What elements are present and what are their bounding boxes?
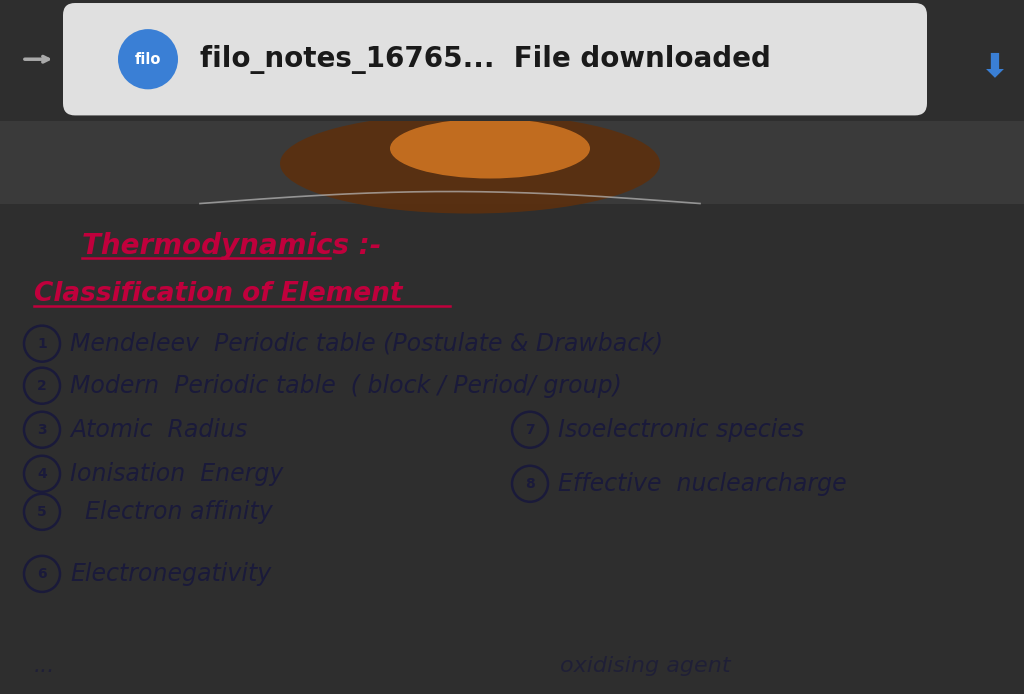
Circle shape xyxy=(118,29,178,90)
Ellipse shape xyxy=(390,119,590,178)
Text: ⬇: ⬇ xyxy=(981,50,1009,83)
Text: 2: 2 xyxy=(37,379,47,393)
Text: Atomic  Radius: Atomic Radius xyxy=(70,418,247,442)
Text: Modern  Periodic table  ( block / Period/ group): Modern Periodic table ( block / Period/ … xyxy=(70,373,622,398)
Text: 6: 6 xyxy=(37,567,47,581)
Text: filo: filo xyxy=(135,52,161,67)
Text: Electronegativity: Electronegativity xyxy=(70,562,271,586)
FancyBboxPatch shape xyxy=(63,3,927,115)
Text: 5: 5 xyxy=(37,505,47,519)
Text: Electron affinity: Electron affinity xyxy=(70,500,272,524)
Text: Ionisation  Energy: Ionisation Energy xyxy=(70,462,284,486)
Text: Classification of Element: Classification of Element xyxy=(34,280,402,307)
Text: Effective  nuclearcharge: Effective nuclearcharge xyxy=(558,472,847,496)
Text: oxidising agent: oxidising agent xyxy=(560,656,731,676)
Text: Isoelectronic species: Isoelectronic species xyxy=(558,418,804,442)
Ellipse shape xyxy=(280,113,660,214)
Text: 7: 7 xyxy=(525,423,535,437)
Text: Thermodynamics :-: Thermodynamics :- xyxy=(82,232,381,260)
Text: 8: 8 xyxy=(525,477,535,491)
Bar xyxy=(0,121,1024,203)
Text: ...: ... xyxy=(34,656,55,676)
Text: 3: 3 xyxy=(37,423,47,437)
Text: 1: 1 xyxy=(37,337,47,350)
Text: 4: 4 xyxy=(37,467,47,481)
Text: filo_notes_16765...  File downloaded: filo_notes_16765... File downloaded xyxy=(200,44,771,74)
Text: Mendeleev  Periodic table (Postulate & Drawback): Mendeleev Periodic table (Postulate & Dr… xyxy=(70,332,664,355)
